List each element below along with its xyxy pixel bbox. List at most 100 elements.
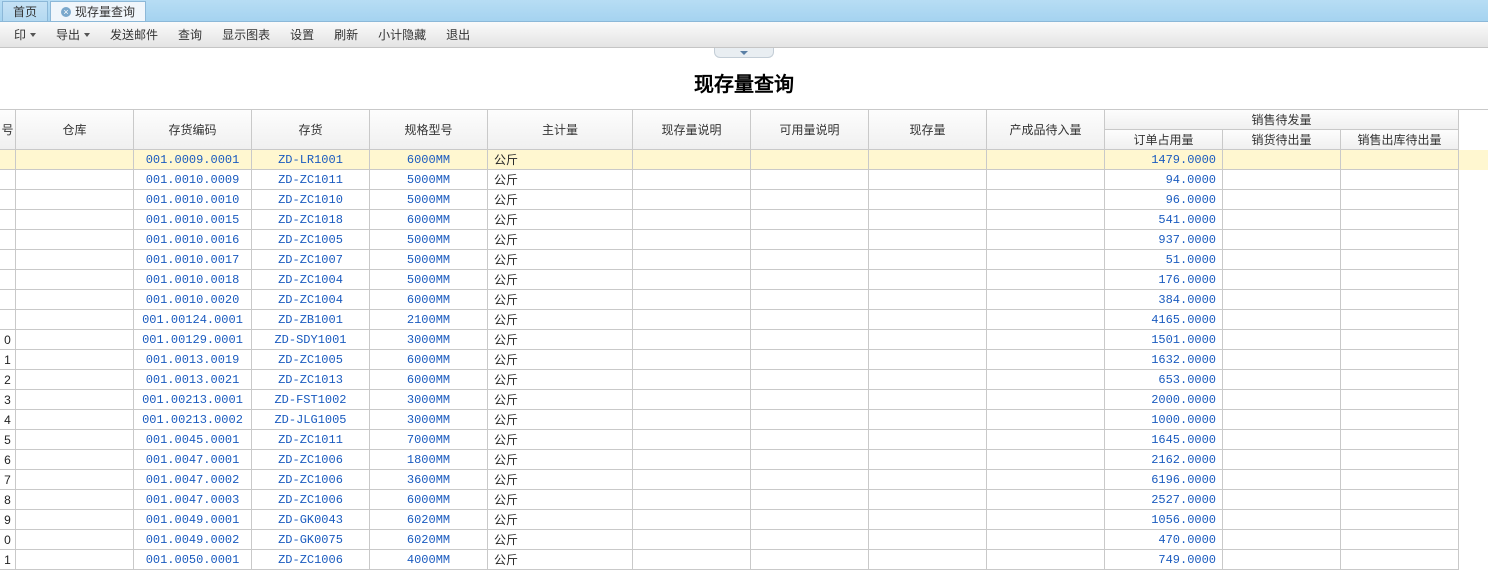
col-avail-desc[interactable]: 可用量说明 — [751, 110, 869, 150]
table-row[interactable]: 001.0010.0018ZD-ZC10045000MM公斤176.0000 — [0, 270, 1488, 290]
table-row[interactable]: 6001.0047.0001ZD-ZC10061800MM公斤2162.0000 — [0, 450, 1488, 470]
cell-spec[interactable]: 6000MM — [370, 350, 488, 370]
cell-inv-code[interactable]: 001.0013.0021 — [134, 370, 252, 390]
cell-spec[interactable]: 6020MM — [370, 530, 488, 550]
cell-inv-code[interactable]: 001.0045.0001 — [134, 430, 252, 450]
cell-inv[interactable]: ZD-ZC1011 — [252, 170, 370, 190]
cell-spec[interactable]: 1800MM — [370, 450, 488, 470]
cell-inv-code[interactable]: 001.00213.0001 — [134, 390, 252, 410]
query-button[interactable]: 查询 — [168, 22, 212, 47]
cell-inv-code[interactable]: 001.0010.0009 — [134, 170, 252, 190]
cell-spec[interactable]: 5000MM — [370, 250, 488, 270]
cell-spec[interactable]: 6000MM — [370, 290, 488, 310]
cell-spec[interactable]: 3000MM — [370, 390, 488, 410]
show-chart-button[interactable]: 显示图表 — [212, 22, 280, 47]
collapse-toggle[interactable] — [714, 48, 774, 58]
cell-inv-code[interactable]: 001.0010.0015 — [134, 210, 252, 230]
col-sales-whs-pending[interactable]: 销售出库待出量 — [1341, 130, 1459, 150]
table-row[interactable]: 001.00124.0001ZD-ZB10012100MM公斤4165.0000 — [0, 310, 1488, 330]
cell-inv[interactable]: ZD-ZC1018 — [252, 210, 370, 230]
cell-inv[interactable]: ZD-ZC1004 — [252, 270, 370, 290]
refresh-button[interactable]: 刷新 — [324, 22, 368, 47]
table-row[interactable]: 1001.0050.0001ZD-ZC10064000MM公斤749.0000 — [0, 550, 1488, 570]
col-group-sales-pending[interactable]: 销售待发量 — [1105, 110, 1459, 130]
cell-inv[interactable]: ZD-ZC1006 — [252, 470, 370, 490]
cell-inv-code[interactable]: 001.0047.0001 — [134, 450, 252, 470]
cell-spec[interactable]: 4000MM — [370, 550, 488, 570]
cell-inv-code[interactable]: 001.0049.0002 — [134, 530, 252, 550]
cell-inv-code[interactable]: 001.0047.0003 — [134, 490, 252, 510]
tab-inventory-query[interactable]: × 现存量查询 — [50, 1, 146, 21]
cell-inv-code[interactable]: 001.0050.0001 — [134, 550, 252, 570]
cell-inv[interactable]: ZD-ZC1006 — [252, 550, 370, 570]
cell-inv[interactable]: ZD-ZB1001 — [252, 310, 370, 330]
col-onhand-qty[interactable]: 现存量 — [869, 110, 987, 150]
table-row[interactable]: 1001.0013.0019ZD-ZC10056000MM公斤1632.0000 — [0, 350, 1488, 370]
table-row[interactable]: 3001.00213.0001ZD-FST10023000MM公斤2000.00… — [0, 390, 1488, 410]
cell-inv[interactable]: ZD-ZC1006 — [252, 450, 370, 470]
table-row[interactable]: 001.0010.0020ZD-ZC10046000MM公斤384.0000 — [0, 290, 1488, 310]
cell-inv-code[interactable]: 001.0010.0018 — [134, 270, 252, 290]
cell-spec[interactable]: 6000MM — [370, 210, 488, 230]
cell-inv[interactable]: ZD-ZC1005 — [252, 230, 370, 250]
cell-inv-code[interactable]: 001.0010.0020 — [134, 290, 252, 310]
cell-inv[interactable]: ZD-SDY1001 — [252, 330, 370, 350]
col-finished-in[interactable]: 产成品待入量 — [987, 110, 1105, 150]
cell-inv[interactable]: ZD-GK0043 — [252, 510, 370, 530]
col-inv[interactable]: 存货 — [252, 110, 370, 150]
print-button[interactable]: 印 — [4, 22, 46, 47]
table-row[interactable]: 8001.0047.0003ZD-ZC10066000MM公斤2527.0000 — [0, 490, 1488, 510]
cell-inv-code[interactable]: 001.00129.0001 — [134, 330, 252, 350]
table-row[interactable]: 001.0010.0009ZD-ZC10115000MM公斤94.0000 — [0, 170, 1488, 190]
export-button[interactable]: 导出 — [46, 22, 100, 47]
cell-inv[interactable]: ZD-ZC1010 — [252, 190, 370, 210]
cell-inv-code[interactable]: 001.0010.0010 — [134, 190, 252, 210]
table-row[interactable]: 4001.00213.0002ZD-JLG10053000MM公斤1000.00… — [0, 410, 1488, 430]
table-row[interactable]: 0001.0049.0002ZD-GK00756020MM公斤470.0000 — [0, 530, 1488, 550]
cell-inv-code[interactable]: 001.0049.0001 — [134, 510, 252, 530]
cell-inv[interactable]: ZD-FST1002 — [252, 390, 370, 410]
cell-spec[interactable]: 5000MM — [370, 190, 488, 210]
table-row[interactable]: 001.0010.0015ZD-ZC10186000MM公斤541.0000 — [0, 210, 1488, 230]
cell-inv[interactable]: ZD-LR1001 — [252, 150, 370, 170]
table-row[interactable]: 0001.00129.0001ZD-SDY10013000MM公斤1501.00… — [0, 330, 1488, 350]
col-onhand-desc[interactable]: 现存量说明 — [633, 110, 751, 150]
cell-inv-code[interactable]: 001.00213.0002 — [134, 410, 252, 430]
cell-inv-code[interactable]: 001.00124.0001 — [134, 310, 252, 330]
col-warehouse[interactable]: 仓库 — [16, 110, 134, 150]
table-row[interactable]: 001.0009.0001ZD-LR10016000MM公斤1479.0000 — [0, 150, 1488, 170]
col-sales-out-pending[interactable]: 销货待出量 — [1223, 130, 1341, 150]
subtotal-hide-button[interactable]: 小计隐藏 — [368, 22, 436, 47]
tab-home[interactable]: 首页 — [2, 1, 48, 21]
col-order-occupy[interactable]: 订单占用量 — [1105, 130, 1223, 150]
cell-spec[interactable]: 6000MM — [370, 370, 488, 390]
cell-spec[interactable]: 2100MM — [370, 310, 488, 330]
table-row[interactable]: 9001.0049.0001ZD-GK00436020MM公斤1056.0000 — [0, 510, 1488, 530]
cell-spec[interactable]: 6000MM — [370, 150, 488, 170]
cell-spec[interactable]: 7000MM — [370, 430, 488, 450]
col-inv-code[interactable]: 存货编码 — [134, 110, 252, 150]
cell-inv-code[interactable]: 001.0047.0002 — [134, 470, 252, 490]
col-spec[interactable]: 规格型号 — [370, 110, 488, 150]
cell-spec[interactable]: 6020MM — [370, 510, 488, 530]
col-main-unit[interactable]: 主计量 — [488, 110, 633, 150]
cell-inv-code[interactable]: 001.0009.0001 — [134, 150, 252, 170]
table-row[interactable]: 001.0010.0017ZD-ZC10075000MM公斤51.0000 — [0, 250, 1488, 270]
cell-inv[interactable]: ZD-ZC1006 — [252, 490, 370, 510]
close-icon[interactable]: × — [61, 7, 71, 17]
table-row[interactable]: 2001.0013.0021ZD-ZC10136000MM公斤653.0000 — [0, 370, 1488, 390]
cell-inv[interactable]: ZD-GK0075 — [252, 530, 370, 550]
cell-inv[interactable]: ZD-ZC1011 — [252, 430, 370, 450]
cell-inv-code[interactable]: 001.0010.0016 — [134, 230, 252, 250]
cell-inv[interactable]: ZD-ZC1004 — [252, 290, 370, 310]
cell-spec[interactable]: 3000MM — [370, 330, 488, 350]
col-rowno[interactable]: 号 — [0, 110, 16, 150]
settings-button[interactable]: 设置 — [280, 22, 324, 47]
table-row[interactable]: 5001.0045.0001ZD-ZC10117000MM公斤1645.0000 — [0, 430, 1488, 450]
cell-spec[interactable]: 5000MM — [370, 170, 488, 190]
cell-spec[interactable]: 6000MM — [370, 490, 488, 510]
cell-inv[interactable]: ZD-ZC1013 — [252, 370, 370, 390]
table-row[interactable]: 001.0010.0016ZD-ZC10055000MM公斤937.0000 — [0, 230, 1488, 250]
cell-inv[interactable]: ZD-ZC1007 — [252, 250, 370, 270]
cell-spec[interactable]: 5000MM — [370, 270, 488, 290]
